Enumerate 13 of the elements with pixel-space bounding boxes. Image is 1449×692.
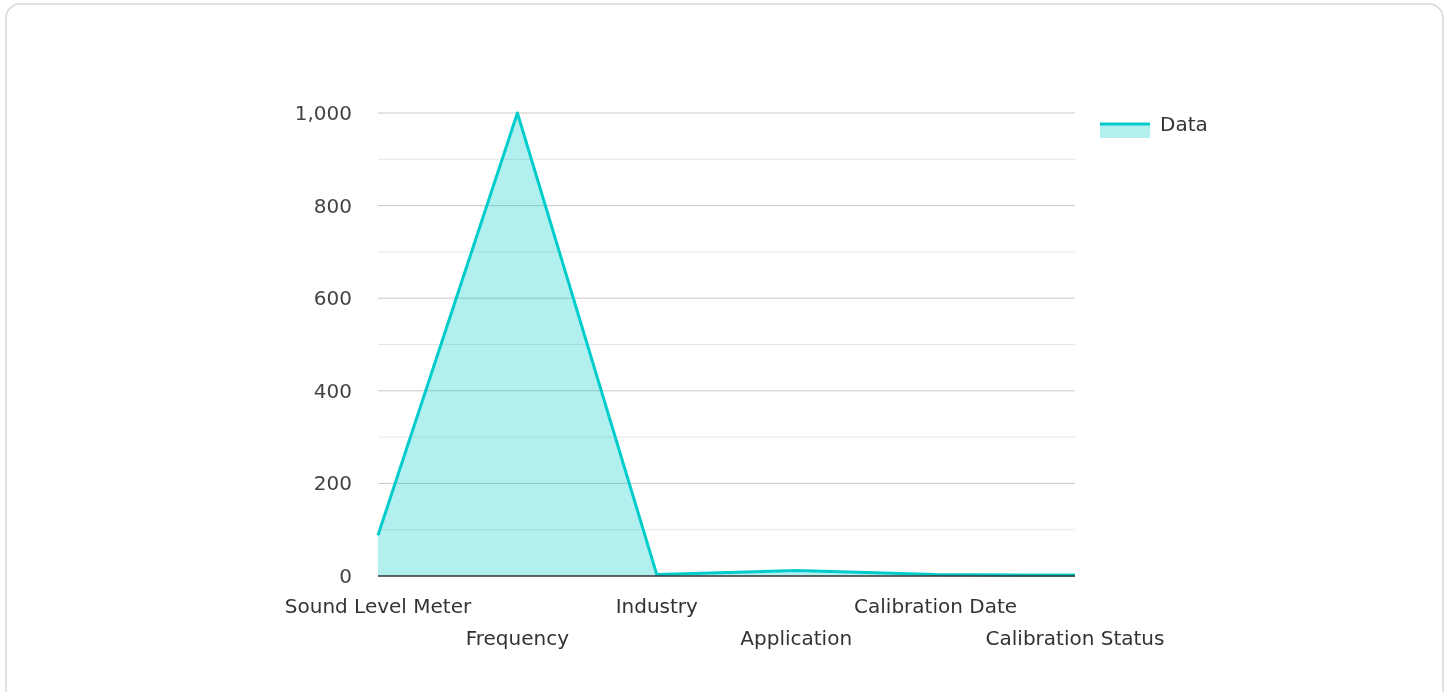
y-tick-label: 800: [313, 193, 352, 218]
legend-label: Data: [1160, 112, 1208, 136]
y-tick-label: 1,000: [294, 101, 352, 125]
x-tick-label: Industry: [615, 594, 699, 618]
x-tick-label: Frequency: [465, 626, 570, 650]
y-tick-label: 400: [313, 378, 352, 403]
y-tick-label: 200: [313, 471, 352, 496]
x-tick-label: Calibration Status: [985, 626, 1165, 650]
x-tick-label: Sound Level Meter: [284, 594, 472, 618]
x-tick-label: Application: [740, 626, 853, 650]
y-tick-label: 0: [339, 564, 352, 588]
x-tick-label: Calibration Date: [854, 594, 1018, 618]
y-tick-label: 600: [313, 286, 352, 311]
